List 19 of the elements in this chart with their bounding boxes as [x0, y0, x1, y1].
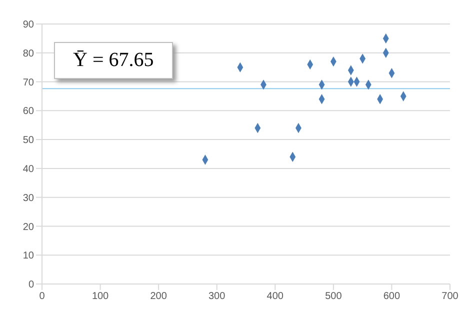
y-tick-label: 10 [22, 250, 34, 262]
x-tick-label: 0 [39, 291, 46, 302]
y-tick-label: 90 [22, 20, 34, 31]
x-tick-label: 500 [325, 291, 342, 302]
x-tick-label: 400 [266, 291, 284, 302]
y-tick-label: 50 [22, 135, 34, 146]
x-tick-label: 200 [150, 291, 168, 302]
y-tick-label: 80 [22, 48, 34, 60]
x-tick-label: 100 [92, 291, 110, 302]
x-tick-label: 700 [442, 291, 459, 302]
y-tick-label: 60 [22, 106, 34, 118]
y-tick-label: 70 [22, 77, 34, 88]
annotation: Ȳ = 67.65 [54, 42, 173, 79]
y-tick-label: 20 [22, 222, 34, 233]
x-tick-label: 600 [383, 291, 400, 302]
y-tick-label: 0 [28, 280, 34, 291]
y-tick-label: 40 [22, 164, 34, 175]
y-tick-label: 30 [22, 192, 34, 204]
x-tick-label: 300 [208, 291, 226, 302]
